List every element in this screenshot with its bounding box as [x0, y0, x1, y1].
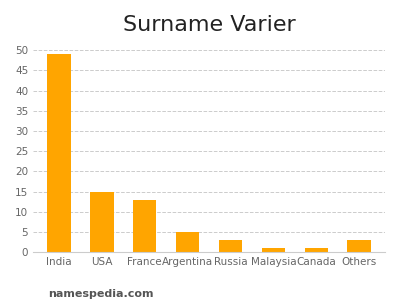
Bar	[47, 54, 71, 252]
Title: Surname Varier: Surname Varier	[123, 15, 296, 35]
Bar	[219, 240, 242, 252]
Bar	[262, 248, 285, 252]
Bar	[133, 200, 156, 252]
Bar	[304, 248, 328, 252]
Text: namespedia.com: namespedia.com	[48, 289, 154, 299]
Bar	[348, 240, 371, 252]
Bar	[90, 192, 114, 252]
Bar	[176, 232, 200, 252]
